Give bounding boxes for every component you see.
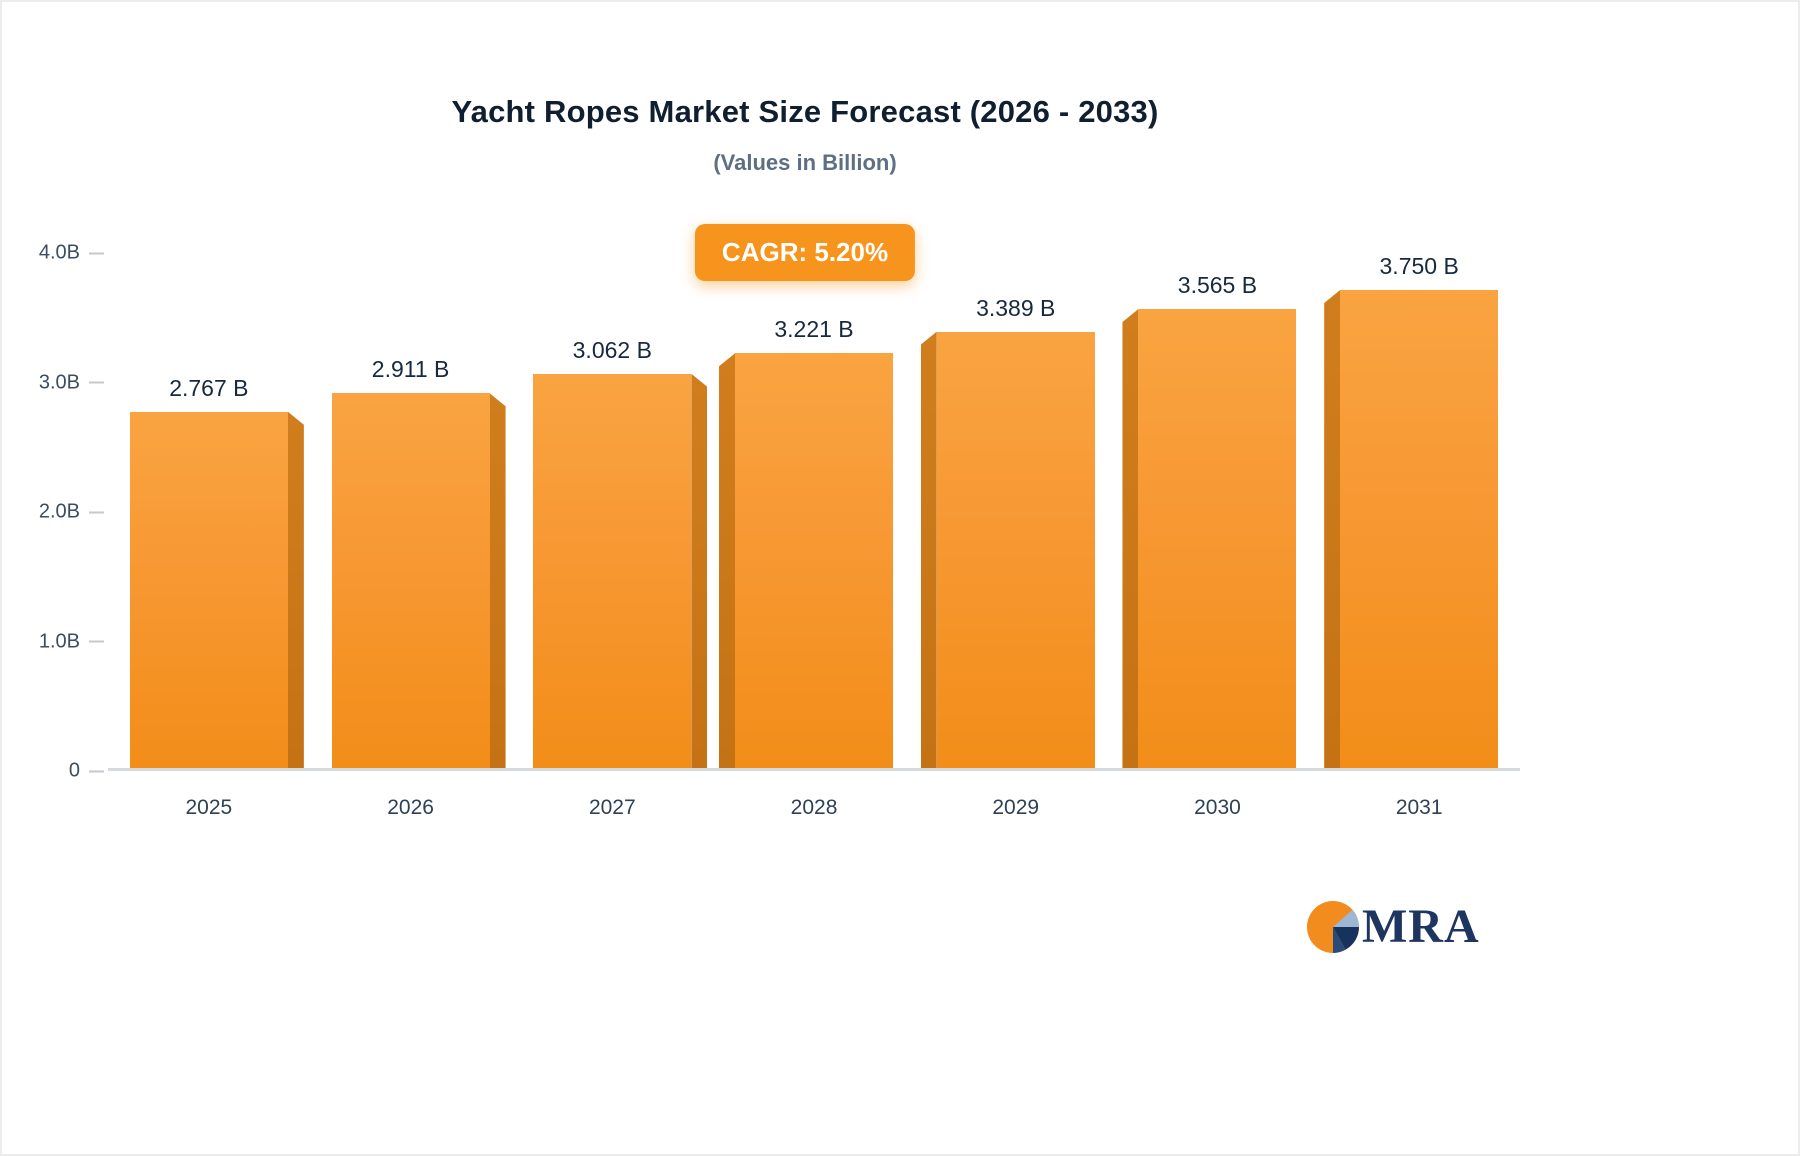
bar-value-label: 3.389 B (976, 294, 1056, 321)
bar-column: 3.389 B 2029 (915, 253, 1117, 819)
bar-value-label: 2.911 B (371, 356, 450, 383)
y-axis-tick: 0 (69, 760, 104, 783)
x-axis-label: 2025 (185, 796, 233, 819)
bar-side-face (719, 353, 736, 768)
bar-value-label: 3.750 B (1379, 253, 1459, 279)
y-axis-label: 4.0B (38, 241, 80, 264)
tick-mark (89, 252, 104, 254)
y-axis-tick: 1.0B (39, 630, 104, 653)
bar-side-face (489, 393, 506, 768)
bar-side-face (287, 411, 304, 768)
y-axis: 4.0B 3.0B 2.0B 1.0B 0 (0, 242, 104, 782)
bar-side-face (1324, 290, 1341, 768)
plot-area: 2.767 B 2025 2.911 B 2026 3.062 B 2027 3.221 B… (108, 253, 1520, 819)
y-axis-tick: 3.0B (39, 371, 104, 394)
bar-column: 3.062 B 2027 (511, 253, 713, 819)
logo-text: MRA (1362, 900, 1480, 953)
tick-mark (89, 381, 104, 384)
y-axis-label: 0 (68, 759, 80, 782)
y-axis-label: 1.0B (38, 630, 80, 652)
bar[interactable] (1122, 309, 1297, 768)
bar-column: 3.565 B 2030 (1117, 253, 1319, 819)
bar-column: 3.750 B 2031 (1318, 253, 1520, 819)
bar[interactable] (920, 331, 1095, 768)
tick-mark (89, 770, 104, 772)
bar-value-label: 2.767 B (169, 374, 249, 401)
tick-mark (89, 511, 104, 513)
y-axis-label: 3.0B (38, 371, 80, 393)
x-axis-label: 2028 (790, 796, 838, 819)
bar[interactable] (331, 393, 506, 768)
x-axis-label: 2030 (1194, 796, 1241, 819)
bar-value-label: 3.565 B (1177, 272, 1258, 299)
x-axis-label: 2026 (387, 796, 434, 819)
bar-value-label: 3.062 B (572, 336, 652, 363)
x-axis-label: 2031 (1395, 796, 1443, 819)
y-axis-tick: 4.0B (39, 242, 104, 265)
bar[interactable] (129, 411, 304, 768)
tick-mark (89, 640, 104, 643)
chart-subtitle: (Values in Billion) (713, 150, 897, 175)
bar-value-label: 3.221 B (774, 316, 854, 343)
y-axis-label: 2.0B (38, 500, 80, 523)
cagr-badge: CAGR: 5.20% (694, 224, 916, 281)
bar-column: 3.221 B 2028 (713, 253, 915, 819)
brand-logo: MRA (1306, 900, 1480, 954)
x-axis-label: 2029 (992, 796, 1040, 819)
bar[interactable] (533, 373, 708, 768)
bar-column: 2.911 B 2026 (310, 253, 512, 819)
bar-side-face (691, 373, 708, 768)
bar-column: 2.767 B 2025 (108, 253, 310, 819)
bar-side-face (1122, 309, 1139, 768)
y-axis-tick: 2.0B (39, 501, 104, 524)
bar[interactable] (1324, 290, 1499, 768)
x-axis-label: 2027 (588, 796, 636, 819)
bar-side-face (920, 331, 937, 768)
bar-group: 2.767 B 2025 2.911 B 2026 3.062 B 2027 3.221 B… (108, 253, 1520, 819)
bar[interactable] (719, 353, 894, 768)
chart-title: Yacht Ropes Market Size Forecast (2026 -… (451, 94, 1159, 129)
pie-logo-icon (1307, 901, 1359, 953)
